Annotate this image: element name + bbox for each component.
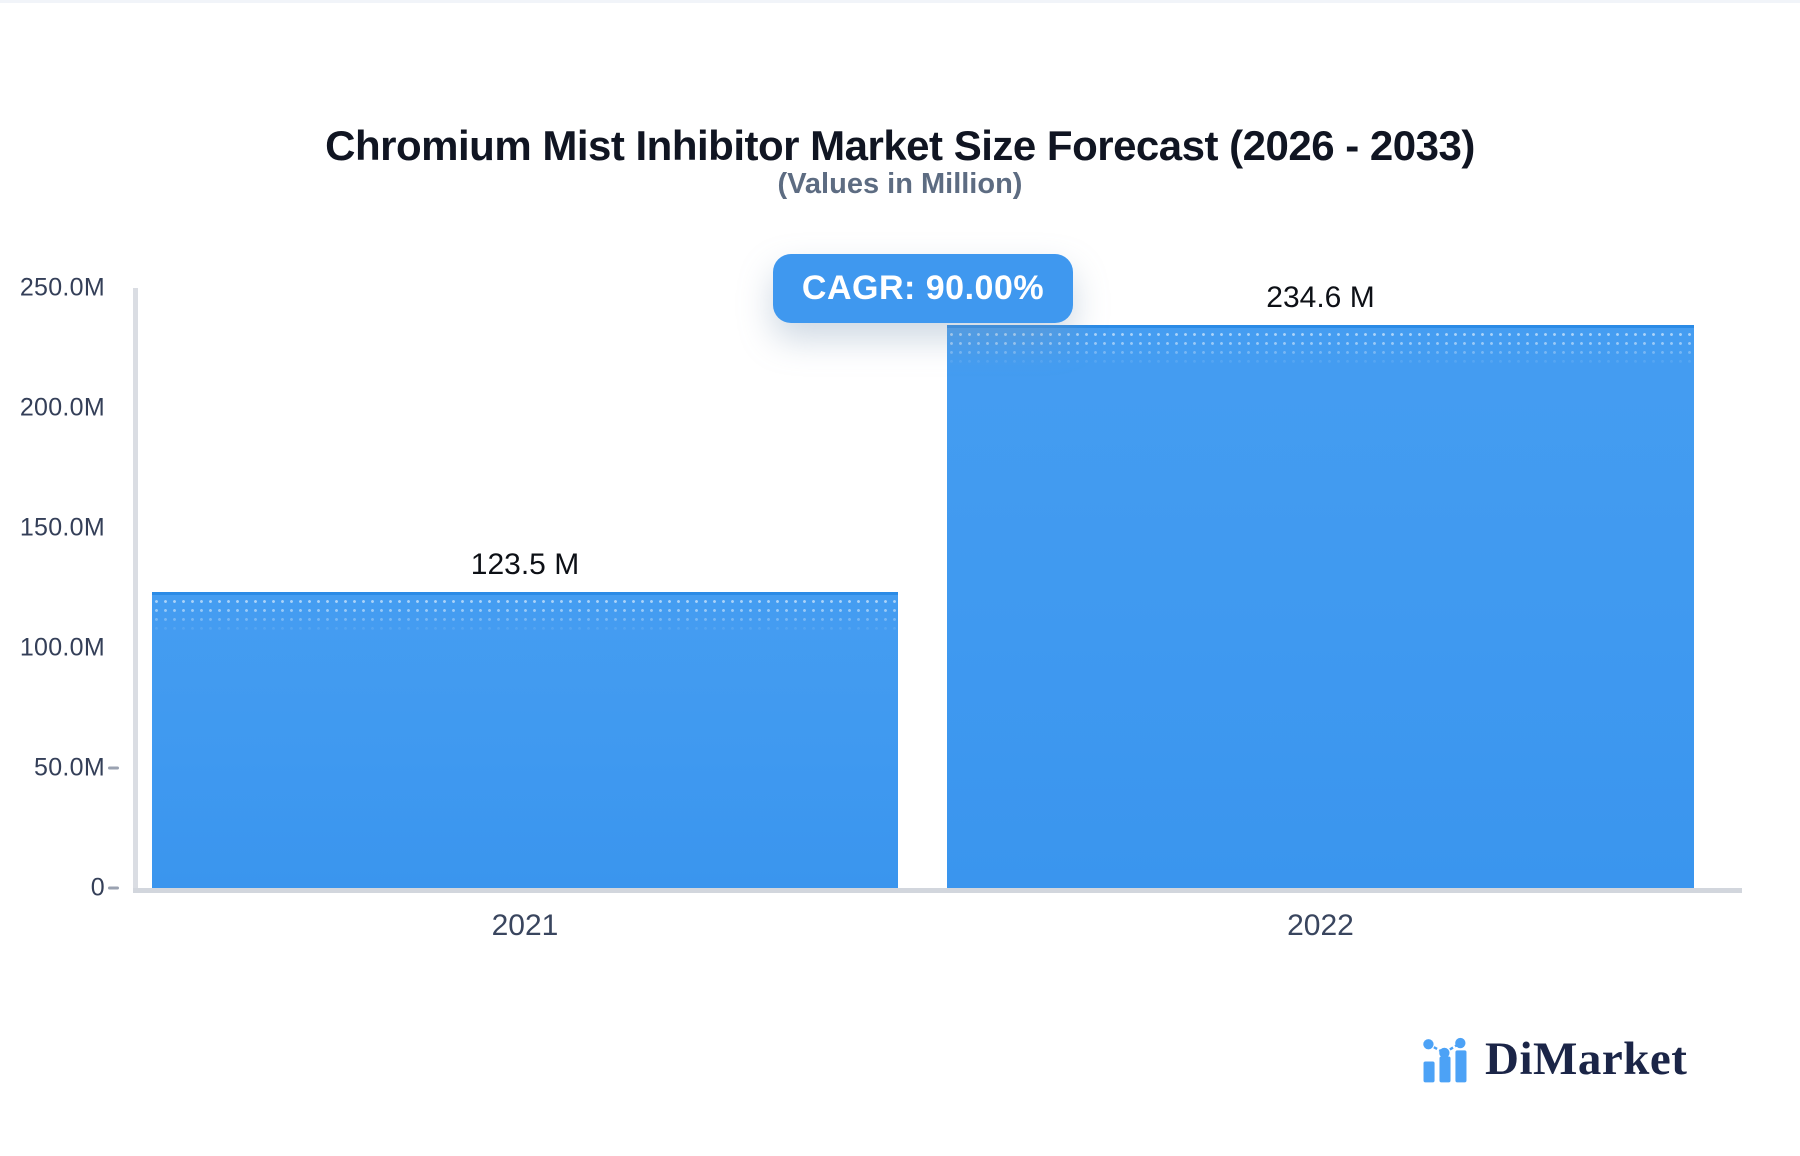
y-tick-label: 100.0M [19,633,105,662]
brand-logo: DiMarket [1418,1032,1687,1086]
brand-logo-text: DiMarket [1485,1033,1688,1085]
y-tick-mark [108,886,119,890]
plot-area: 250.0M 200.0M 150.0M 100.0M 50.0M 0 123.… [20,274,1742,942]
bar-value-label: 123.5 M [470,547,580,581]
cagr-badge-label: CAGR: 90.00% [801,269,1045,307]
bar-2022: 234.6 M 2022 [947,281,1694,942]
x-category-label: 2022 [1287,909,1354,942]
top-edge-divider [0,0,1800,3]
bar-value-label: 234.6 M [1266,280,1375,314]
y-tick-label: 250.0M [19,273,105,302]
x-axis-line [133,888,1742,893]
y-tick-label: 150.0M [19,513,105,542]
y-tick-label: 50.0M [34,753,105,782]
bar-2021: 123.5 M 2021 [152,548,898,942]
cagr-badge: CAGR: 90.00% [773,254,1073,323]
y-tick-mark [108,766,119,770]
chart-title: Chromium Mist Inhibitor Market Size Fore… [325,122,1475,170]
bar-chart-with-trend-icon [1418,1032,1472,1086]
x-category-label: 2021 [491,909,559,942]
y-tick-label: 200.0M [19,393,105,422]
y-tick-label: 0 [90,873,105,902]
chart-subtitle: (Values in Million) [777,168,1023,200]
y-axis-line [133,288,138,891]
